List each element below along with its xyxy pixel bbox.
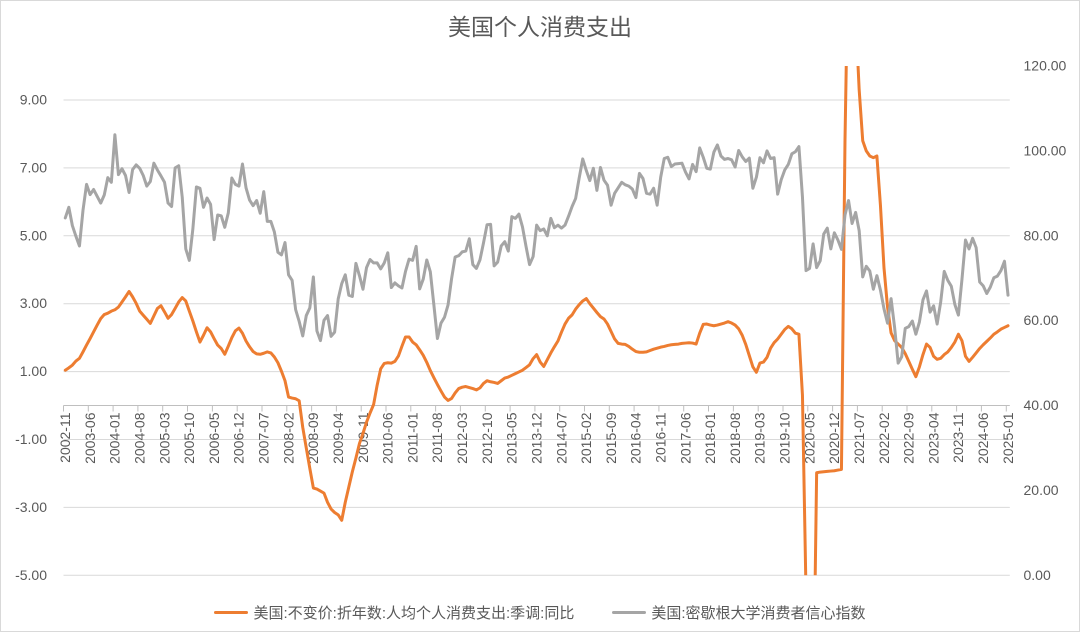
- legend-item-umich: 美国:密歇根大学消费者信心指数: [612, 602, 866, 623]
- x-axis-label: 2004-01: [107, 412, 123, 464]
- x-axis-label: 2014-07: [553, 412, 569, 464]
- x-axis-label: 2013-12: [528, 412, 544, 464]
- x-axis-label: 2023-04: [925, 412, 941, 464]
- x-axis-label: 2022-09: [901, 412, 917, 464]
- chart-title: 美国个人消费支出: [448, 14, 632, 40]
- x-axis-label: 2018-08: [727, 412, 743, 464]
- x-axis-label: 2006-12: [231, 412, 247, 464]
- y-axis-right-label: 100.00: [1024, 142, 1067, 158]
- y-axis-left-label: -5.00: [15, 567, 47, 583]
- y-axis-left-label: 5.00: [20, 227, 47, 243]
- x-axis-label: 2020-05: [801, 412, 817, 464]
- x-axis-label: 2006-05: [206, 412, 222, 464]
- y-axis-left-label: 3.00: [20, 295, 47, 311]
- y-axis-left-label: 7.00: [20, 159, 47, 175]
- x-axis-label: 2024-06: [975, 412, 991, 464]
- y-axis-left-label: -1.00: [15, 431, 47, 447]
- x-axis-label: 2012-03: [454, 412, 470, 464]
- x-axis-label: 2003-06: [82, 412, 98, 464]
- x-axis-label: 2021-07: [851, 412, 867, 464]
- legend-swatch-pce: [214, 611, 249, 614]
- y-axis-right-label: 80.00: [1024, 227, 1059, 243]
- x-axis-label: 2011-08: [429, 412, 445, 463]
- x-axis-label: 2022-02: [876, 412, 892, 464]
- x-axis-label: 2011-01: [404, 412, 420, 463]
- x-axis-label: 2008-02: [280, 412, 296, 464]
- y-axis-left-label: 9.00: [20, 91, 47, 107]
- x-axis-label: 2007-07: [256, 412, 272, 464]
- x-axis-label: 2009-04: [330, 412, 346, 464]
- x-axis-label: 2019-10: [777, 412, 793, 464]
- x-axis-label: 2017-06: [677, 412, 693, 464]
- legend-swatch-umich: [612, 611, 647, 614]
- x-axis-label: 2012-10: [479, 412, 495, 464]
- x-axis-label: 2023-11: [950, 412, 966, 463]
- x-axis-label: 2020-12: [826, 412, 842, 464]
- y-axis-right-label: 60.00: [1024, 312, 1059, 328]
- legend-label-pce: 美国:不变价:折年数:人均个人消费支出:季调:同比: [253, 605, 575, 622]
- y-axis-left-label: 1.00: [20, 363, 47, 379]
- y-axis-right-label: 0.00: [1024, 567, 1051, 583]
- series-line-0: [63, 66, 1010, 576]
- x-axis-label: 2008-09: [305, 412, 321, 464]
- legend-label-umich: 美国:密歇根大学消费者信心指数: [651, 605, 866, 622]
- legend-item-pce: 美国:不变价:折年数:人均个人消费支出:季调:同比: [214, 602, 574, 623]
- x-axis-label: 2004-08: [132, 412, 148, 464]
- y-axis-right-label: 120.00: [1024, 58, 1067, 74]
- y-axis-right-label: 40.00: [1024, 397, 1059, 413]
- x-axis-label: 2002-11: [57, 412, 73, 463]
- x-axis-label: 2010-06: [380, 412, 396, 464]
- x-axis-label: 2005-03: [156, 412, 172, 464]
- y-axis-right-label: 20.00: [1024, 482, 1059, 498]
- x-axis-label: 2013-05: [504, 412, 520, 464]
- x-axis-label: 2005-10: [181, 412, 197, 464]
- x-axis-label: 2018-01: [702, 412, 718, 464]
- series-line-1: [63, 133, 1010, 365]
- x-axis-label: 2015-02: [578, 412, 594, 464]
- legend: 美国:不变价:折年数:人均个人消费支出:季调:同比 美国:密歇根大学消费者信心指…: [1, 602, 1079, 623]
- x-axis-label: 2016-11: [653, 412, 669, 463]
- y-axis-left-label: -3.00: [15, 499, 47, 515]
- x-axis-label: 2016-04: [628, 412, 644, 464]
- x-axis-label: 2015-09: [603, 412, 619, 464]
- x-axis-label: 2019-03: [752, 412, 768, 464]
- x-axis-label: 2025-01: [1000, 412, 1016, 464]
